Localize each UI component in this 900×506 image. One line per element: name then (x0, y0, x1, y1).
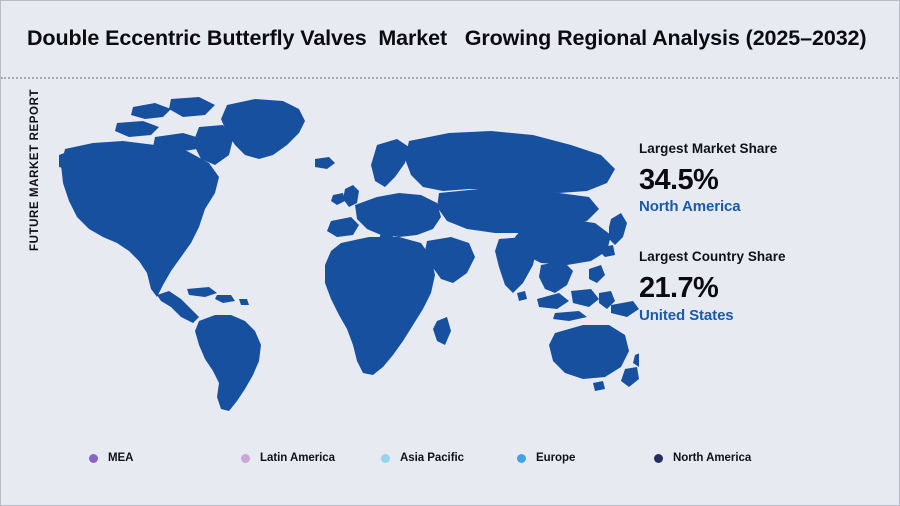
landmass-arctic-islands-3 (115, 121, 159, 137)
landmass-baffin (193, 125, 233, 165)
world-map-svg (59, 97, 639, 411)
landmass-southeast-asia (539, 261, 573, 293)
landmass-east-asia (515, 219, 611, 265)
legend-item-label: Europe (536, 452, 576, 464)
stat-largest-country-share: Largest Country Share 21.7% United State… (639, 249, 889, 323)
landmass-africa (325, 237, 435, 375)
landmass-arctic-islands (131, 103, 171, 119)
landmass-arabia (425, 237, 475, 283)
landmass-iberia (327, 217, 359, 237)
legend-item-europe: Europe (517, 448, 575, 468)
landmass-tasmania (593, 381, 605, 391)
stat-region: North America (639, 198, 741, 216)
legend-dot-icon (517, 453, 526, 463)
legend-item-north-america: North America (654, 448, 751, 468)
landmass-ireland (331, 193, 345, 205)
legend-item-label: North America (673, 452, 752, 464)
landmass-caribbean-hispaniola (215, 295, 235, 303)
landmass-indonesia-sumatra (537, 293, 569, 309)
landmass-scandinavia (371, 139, 409, 187)
header-divider (1, 77, 899, 79)
stat-largest-market-share: Largest Market Share 34.5% North America (639, 141, 889, 215)
map-landmasses (59, 97, 639, 411)
landmass-new-guinea (611, 301, 639, 317)
landmass-new-zealand-south (621, 367, 639, 387)
landmass-caribbean-small (239, 299, 249, 305)
legend-item-label: Latin America (260, 452, 335, 464)
legend-item-latin-america: Latin America (241, 448, 335, 468)
stat-value: 34.5% (639, 164, 719, 196)
landmass-japan-south (599, 245, 615, 257)
legend: MEA Latin America Asia Pacific Europe No… (89, 448, 789, 468)
landmass-south-america (195, 315, 261, 411)
landmass-northern-asia (405, 131, 615, 193)
landmass-great-britain (343, 185, 359, 207)
landmass-europe (355, 193, 441, 237)
legend-item-label: Asia Pacific (400, 452, 464, 464)
landmass-india (495, 237, 537, 293)
landmass-indonesia-sulawesi (599, 291, 615, 309)
landmass-philippines (589, 265, 605, 283)
landmass-japan (609, 213, 627, 245)
landmass-central-america (157, 291, 199, 323)
legend-item-label: MEA (108, 452, 134, 464)
legend-item-asia-pacific: Asia Pacific (381, 448, 464, 468)
landmass-madagascar (433, 317, 451, 345)
landmass-indonesia-java (553, 311, 587, 321)
world-map (59, 93, 639, 413)
landmass-sri-lanka (517, 291, 527, 301)
landmass-greenland (221, 99, 305, 159)
legend-dot-icon (89, 453, 98, 463)
landmass-iceland (315, 157, 335, 169)
page-title: Double Eccentric Butterfly Valves Market… (27, 26, 867, 51)
brand-vertical-label: FUTURE MARKET REPORT (29, 88, 41, 251)
landmass-australia (549, 325, 629, 379)
legend-dot-icon (654, 453, 663, 463)
landmass-indonesia-borneo (571, 289, 599, 307)
stat-label: Largest Market Share (639, 141, 778, 156)
stats-panel: Largest Market Share 34.5% North America… (639, 141, 889, 324)
landmass-arctic-islands-2 (169, 97, 215, 117)
legend-item-mea: MEA (89, 448, 133, 468)
header-band: Double Eccentric Butterfly Valves Market… (1, 1, 899, 77)
landmass-north-america (61, 141, 219, 297)
landmass-caribbean-cuba (187, 287, 217, 297)
legend-dot-icon (381, 453, 390, 463)
landmass-alaska (59, 149, 87, 169)
legend-dot-icon (241, 453, 250, 463)
stat-region: United States (639, 306, 734, 324)
stat-value: 21.7% (639, 272, 719, 305)
stat-label: Largest Country Share (639, 249, 786, 265)
landmass-new-zealand-north (633, 353, 639, 367)
